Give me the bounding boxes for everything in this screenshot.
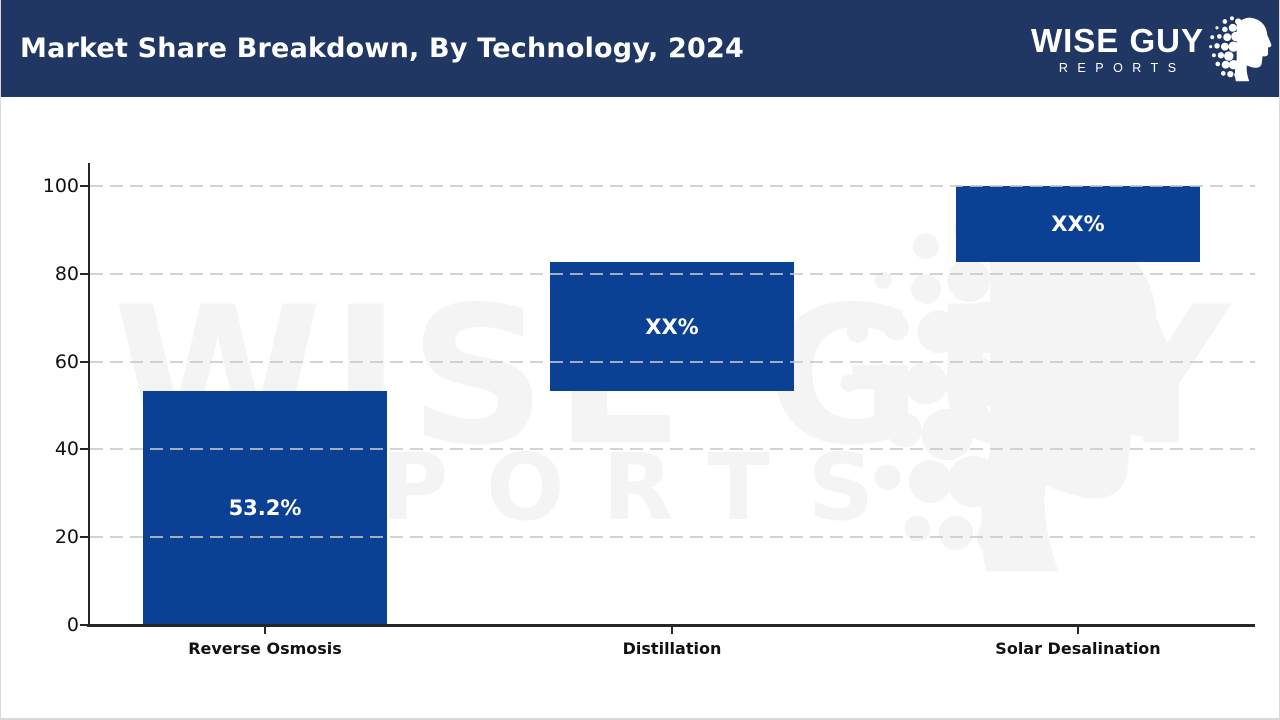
gridline [90,361,1255,363]
y-tick-mark [80,448,88,450]
x-tick-mark [1077,627,1079,634]
header-bar: Market Share Breakdown, By Technology, 2… [1,0,1279,97]
chart-title: Market Share Breakdown, By Technology, 2… [20,33,745,64]
y-tick-mark [80,624,88,626]
x-category-label: Solar Desalination [995,639,1161,658]
gridline [90,536,1255,538]
bar-value-label: XX% [645,314,699,339]
gridline [90,185,1255,187]
y-tick-label: 100 [42,175,79,197]
y-tick-label: 20 [54,526,79,548]
y-tick-label: 40 [54,438,79,460]
x-tick-mark [264,627,266,634]
x-tick-mark [671,627,673,634]
face-logo-icon [1209,16,1272,82]
brand-reports-text: REPORTS [1058,60,1186,75]
bar [143,391,387,625]
y-tick-label: 60 [54,351,79,373]
x-category-label: Distillation [622,639,722,658]
x-axis-line [87,624,1255,627]
y-tick-label: 80 [54,263,79,285]
brand-logo: WISE GUY REPORTS [1031,6,1272,92]
x-category-label: Reverse Osmosis [188,639,342,658]
gridline [90,448,1255,450]
y-tick-mark [80,361,88,363]
y-tick-label: 0 [66,614,79,636]
bar [550,262,794,391]
y-tick-mark [80,185,88,187]
y-axis-line [88,163,90,627]
bar-value-label: 53.2% [228,496,302,520]
bar [956,186,1200,262]
gridline [90,273,1255,275]
bar-value-label: XX% [1051,212,1105,236]
brand-name-text: WISE GUY [1030,21,1204,59]
y-tick-mark [80,273,88,275]
y-tick-mark [80,536,88,538]
brand-wordmark: WISE GUY REPORTS [1031,24,1204,75]
